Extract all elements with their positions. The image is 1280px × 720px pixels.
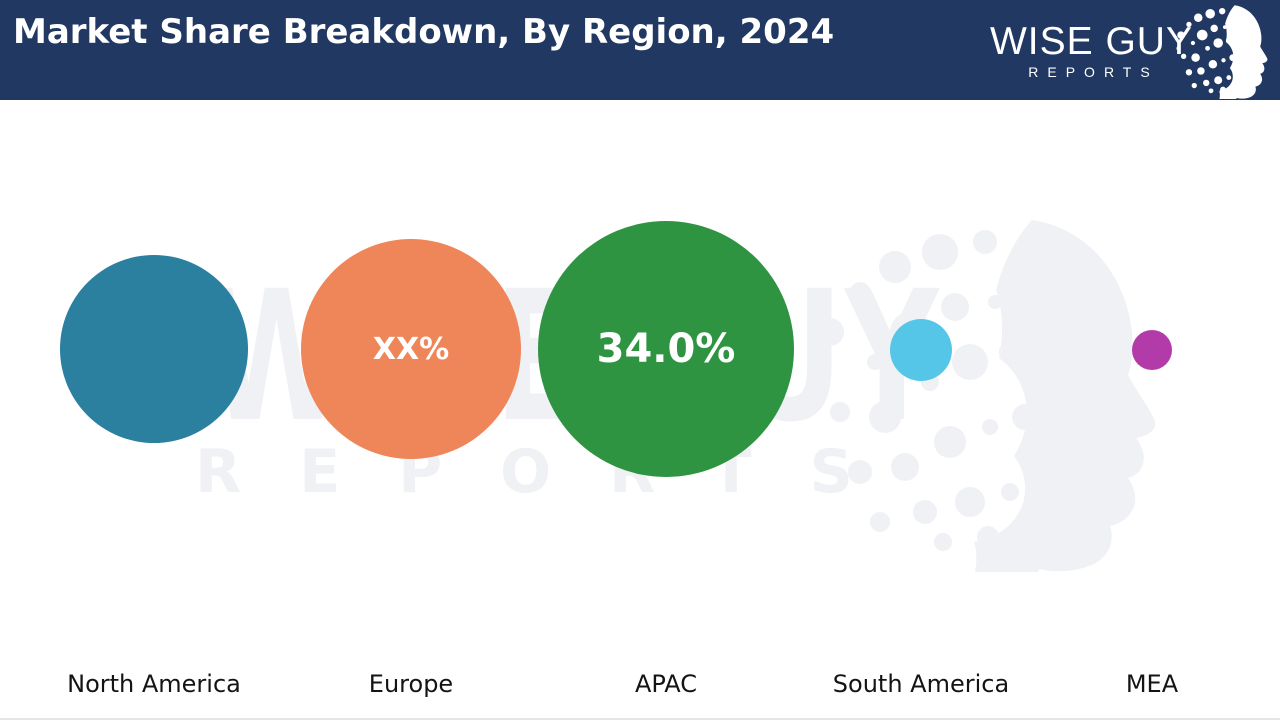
bubble-value-label-apac: 34.0% [596, 326, 736, 372]
bubble-south-america [890, 319, 952, 381]
bubble-apac: 34.0% [538, 221, 794, 477]
watermark-subtitle: REPORTS [195, 437, 911, 507]
category-label-europe: Europe [368, 670, 454, 698]
bubble-europe: XX% [301, 239, 521, 459]
category-label-north-america: North America [67, 670, 241, 698]
bubble-value-label-europe: XX% [372, 331, 450, 367]
bubble-mea [1132, 330, 1172, 370]
logo-wordmark: WISE GUY [989, 20, 1193, 64]
brand-logo-text: WISE GUY REPORTS [989, 20, 1193, 80]
brand-logo: WISE GUY REPORTS [989, 5, 1274, 99]
category-label-south-america: South America [832, 670, 1010, 698]
bubble-north-america [60, 255, 248, 443]
category-label-mea: MEA [1125, 670, 1179, 698]
bottom-divider [0, 718, 1280, 720]
logo-face-icon [1176, 5, 1268, 99]
logo-subtitle: REPORTS [1028, 63, 1159, 80]
chart-title: Market Share Breakdown, By Region, 2024 [13, 12, 835, 52]
header-bar: Market Share Breakdown, By Region, 2024 … [0, 0, 1280, 100]
watermark-face-icon [813, 220, 1156, 572]
category-label-apac: APAC [634, 670, 698, 698]
